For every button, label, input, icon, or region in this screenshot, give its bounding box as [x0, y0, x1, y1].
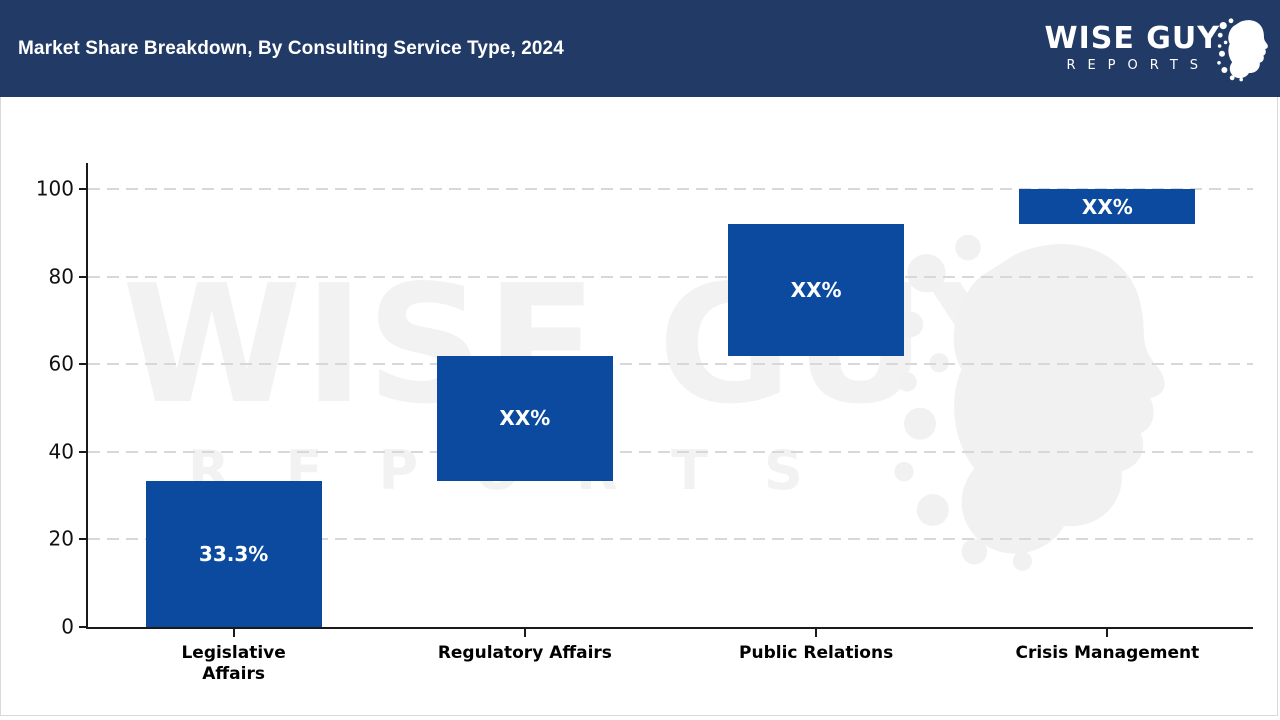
y-tick-label: 40 — [48, 439, 74, 464]
y-tick-mark — [79, 538, 86, 541]
bar-4: XX% — [1019, 189, 1196, 225]
logo-wordmark: WISE GUY — [1044, 21, 1220, 56]
y-tick-label: 100 — [35, 176, 74, 201]
bar-3: XX% — [728, 224, 905, 356]
x-axis — [86, 627, 1253, 629]
logo-subtitle: REPORTS — [1066, 58, 1211, 73]
wise-guy-logo: WISE GUY REPORTS — [1044, 10, 1280, 88]
y-tick-mark — [79, 626, 86, 628]
y-tick-mark — [79, 450, 86, 453]
x-tick-mark — [523, 629, 526, 637]
x-tick-label: Public Relations — [739, 643, 894, 663]
x-tick-mark — [815, 629, 818, 637]
bar-value-label: 33.3% — [198, 542, 269, 567]
y-tick-label: 20 — [48, 527, 74, 552]
gridline-100 — [88, 188, 1253, 191]
plot-area: 0 20 40 60 80 100 Legislative Affairs 33.3% Regu… — [36, 163, 1253, 684]
head-profile-icon — [1217, 17, 1268, 81]
x-tick-label: Regulatory Affairs — [437, 643, 612, 663]
gridline-60 — [88, 363, 1253, 366]
y-tick-mark — [79, 188, 86, 191]
page-title: Market Share Breakdown, By Consulting Se… — [18, 37, 564, 59]
gridline-40 — [88, 450, 1253, 453]
bar-1: 33.3% — [145, 481, 322, 627]
y-tick-mark — [79, 363, 86, 366]
header: Market Share Breakdown, By Consulting Se… — [0, 0, 1280, 97]
gridline-80 — [88, 275, 1253, 278]
y-tick-mark — [79, 275, 86, 278]
bar-value-label: XX% — [790, 277, 842, 302]
x-tick-mark — [232, 629, 235, 637]
y-axis — [86, 163, 88, 629]
y-tick-label: 0 — [61, 614, 74, 639]
x-tick-mark — [1106, 629, 1109, 637]
y-tick-label: 60 — [48, 351, 74, 376]
bar-value-label: XX% — [1081, 194, 1133, 219]
gridline-20 — [88, 538, 1253, 541]
bar-2: XX% — [436, 355, 613, 482]
x-tick-label: Legislative Affairs — [181, 643, 286, 685]
bar-value-label: XX% — [499, 406, 551, 431]
logo-text: WISE GUY REPORTS — [1044, 21, 1220, 74]
y-tick-label: 80 — [48, 264, 74, 289]
x-tick-label: Crisis Management — [1015, 643, 1200, 663]
